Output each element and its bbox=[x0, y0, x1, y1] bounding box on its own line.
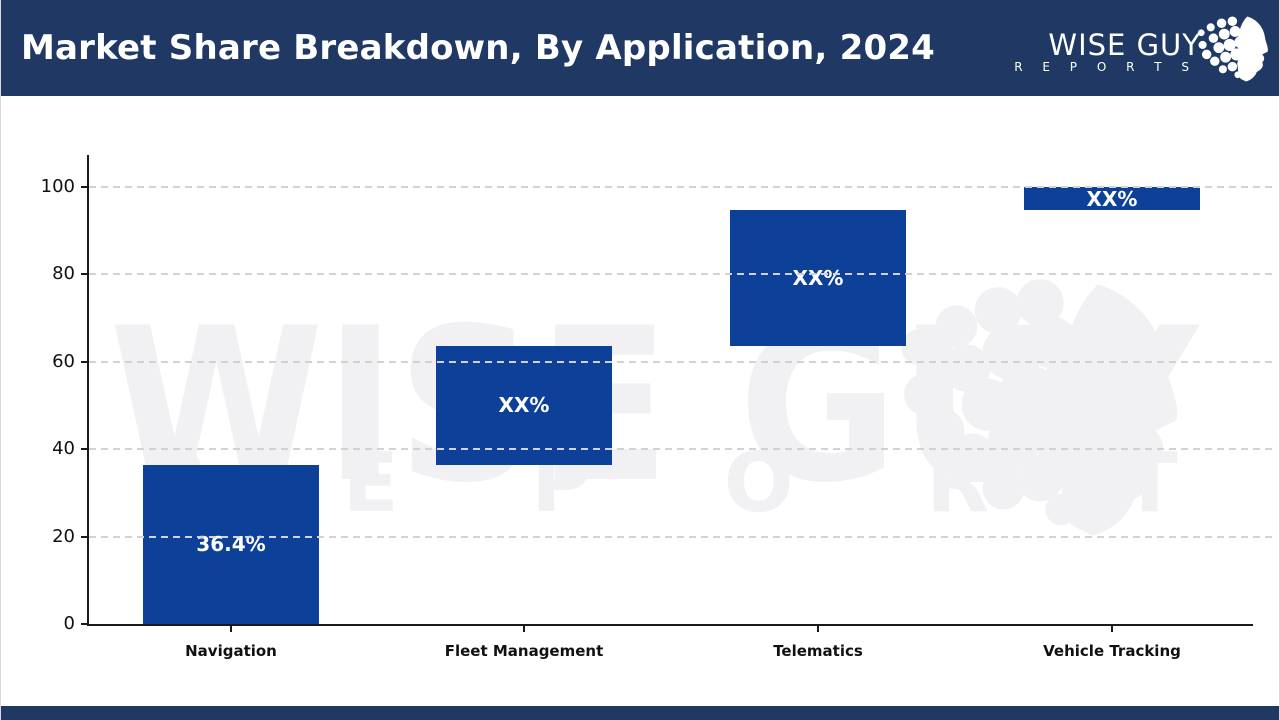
x-category-label: Telematics bbox=[773, 642, 863, 660]
bar-fleet-management: XX% bbox=[436, 346, 612, 465]
y-axis-tick-label: 60 bbox=[52, 350, 75, 372]
logo-head-icon bbox=[1197, 16, 1268, 82]
y-axis-tick bbox=[81, 623, 87, 625]
gridline-20 bbox=[89, 535, 1273, 538]
y-axis-line bbox=[87, 155, 89, 626]
wise-guy-reports-logo: WISE GUY R E P O R T S bbox=[1014, 4, 1269, 94]
y-axis-tick bbox=[81, 273, 87, 276]
bar-telematics: XX% bbox=[730, 210, 906, 347]
logo-wiseguy-text: WISE GUY bbox=[1048, 28, 1201, 62]
y-axis-tick-label: 0 bbox=[63, 613, 75, 634]
bar-navigation: 36.4% bbox=[143, 464, 319, 624]
x-axis-tick bbox=[817, 626, 819, 632]
gridline-100 bbox=[89, 186, 1273, 188]
bar-value-label: XX% bbox=[1086, 186, 1138, 211]
x-category-label: Navigation bbox=[185, 642, 277, 660]
watermark-head-dots-graphic bbox=[901, 279, 1178, 536]
y-axis-tick bbox=[81, 535, 87, 538]
bar-vehicle-tracking: XX% bbox=[1024, 186, 1200, 211]
y-axis-tick-label: 80 bbox=[52, 263, 75, 285]
y-axis-tick bbox=[81, 360, 87, 363]
chart-title: Market Share Breakdown, By Application, … bbox=[21, 28, 936, 68]
y-axis-tick-label: 40 bbox=[52, 438, 75, 460]
y-axis-tick-label: 20 bbox=[52, 525, 75, 547]
bar-value-label: XX% bbox=[498, 393, 550, 418]
gridline-40 bbox=[89, 448, 1273, 451]
x-category-label: Fleet Management bbox=[444, 642, 604, 660]
x-category-label: Vehicle Tracking bbox=[1043, 642, 1181, 660]
x-axis-tick bbox=[230, 626, 232, 632]
footer-bar bbox=[1, 706, 1279, 720]
gridline-60 bbox=[89, 360, 1273, 363]
y-axis-tick-label: 100 bbox=[40, 176, 75, 197]
header-bar: Market Share Breakdown, By Application, … bbox=[1, 0, 1279, 96]
x-axis-tick bbox=[1111, 626, 1113, 632]
gridline-80 bbox=[89, 273, 1273, 276]
bar-value-label: XX% bbox=[792, 266, 844, 291]
logo-reports-text: R E P O R T S bbox=[1014, 60, 1197, 74]
y-axis-tick bbox=[81, 186, 87, 188]
y-axis-tick bbox=[81, 448, 87, 451]
plot-area: 0 20 40 60 80 100 36.4% Navigation XX% Fleet Mana… bbox=[1, 96, 1279, 706]
x-axis-line bbox=[87, 624, 1253, 626]
x-axis-tick bbox=[523, 626, 525, 632]
